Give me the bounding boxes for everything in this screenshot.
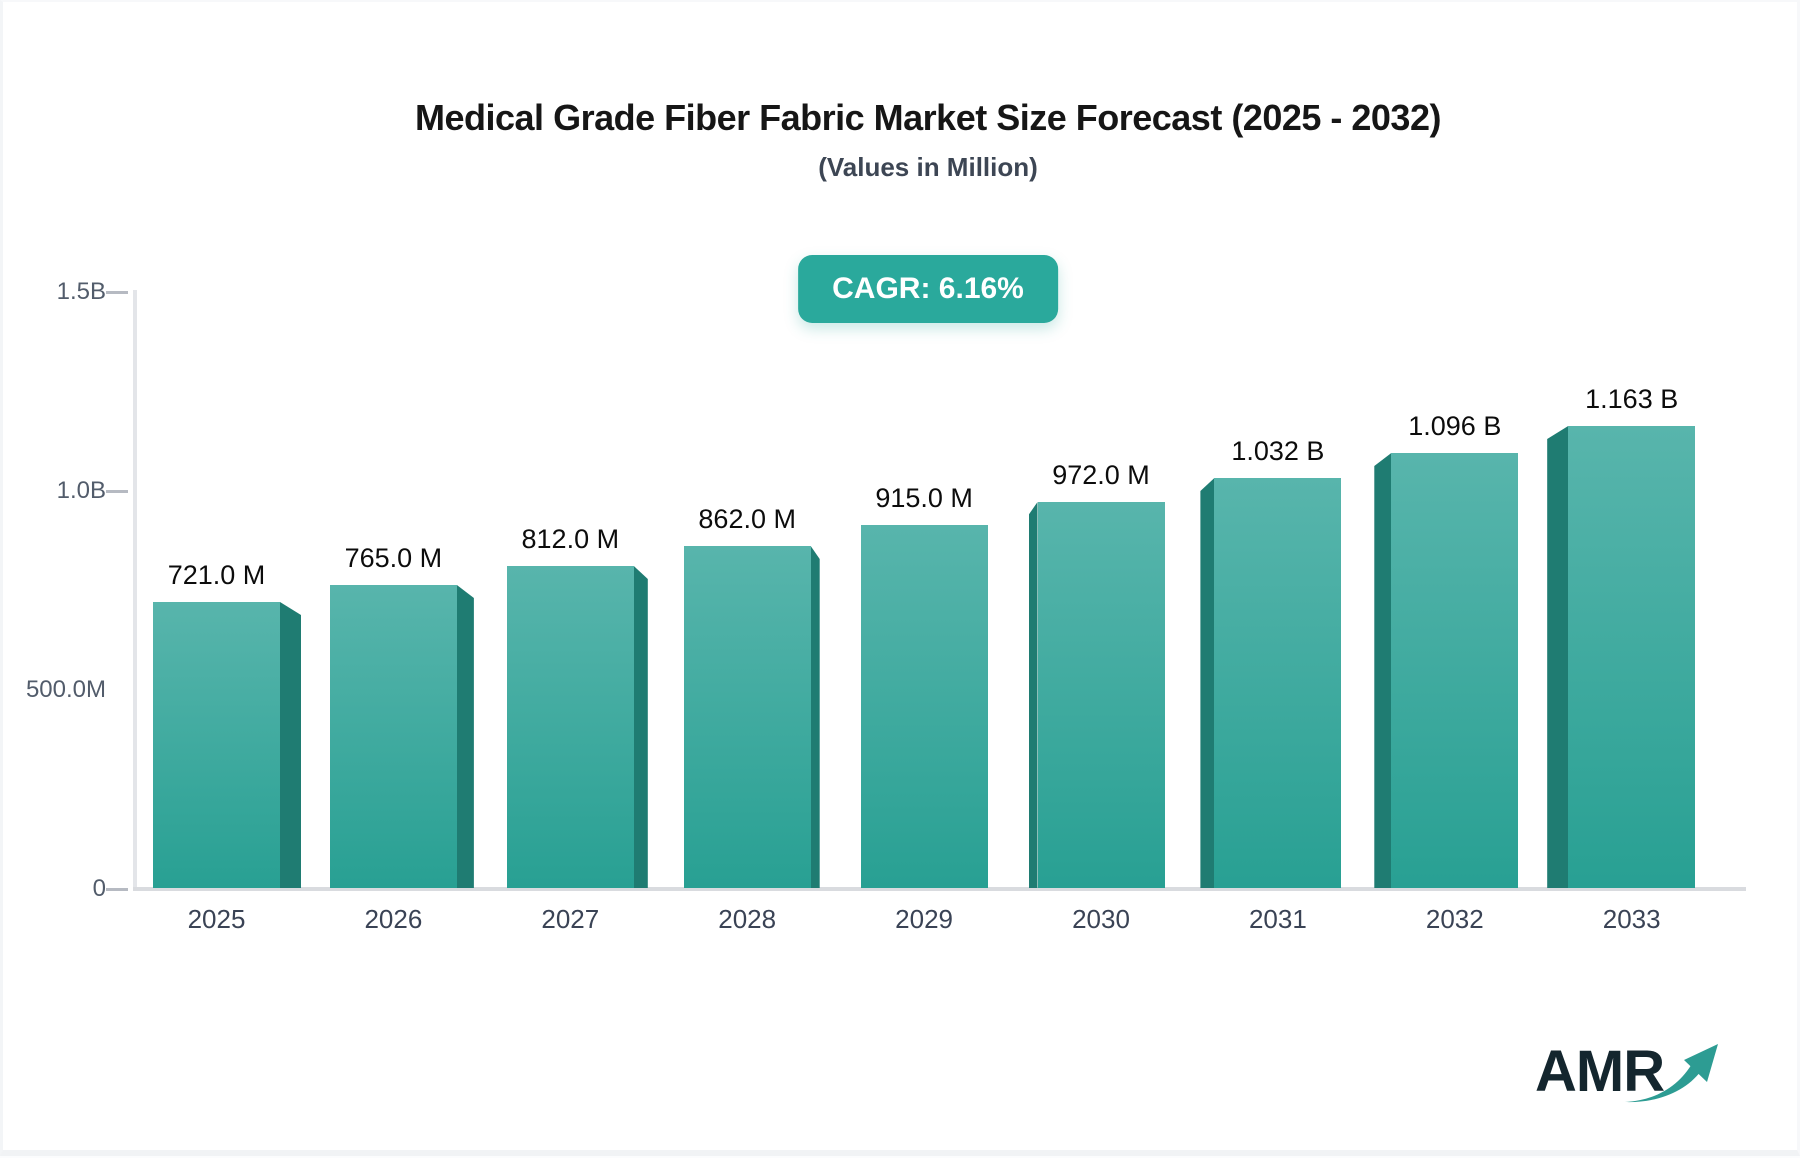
x-axis-label-2031: 2031	[1248, 904, 1307, 934]
bar-side-2031	[1200, 478, 1215, 888]
x-axis-label-2026: 2026	[364, 904, 423, 934]
chart-subtitle: (Values in Million)	[818, 152, 1038, 182]
bar-2027	[506, 566, 634, 888]
bar-value-label: 1.096 B	[1408, 411, 1502, 441]
y-axis-line	[133, 290, 137, 891]
bar-chart-plot-area: 1.5B 1.0B 500.0M 0 721.0 M 2025 765.0 M 2026 812…	[3, 2, 1800, 1158]
y-axis-tick	[106, 887, 128, 891]
x-axis-label-2028: 2028	[718, 904, 777, 934]
bar-side-2032	[1374, 453, 1392, 888]
x-axis-label-2029: 2029	[895, 904, 954, 934]
chart-title: Medical Grade Fiber Fabric Market Size F…	[415, 97, 1441, 138]
x-axis-line	[133, 887, 1746, 891]
bar-2030	[1037, 502, 1165, 888]
bar-value-label: 765.0 M	[344, 543, 443, 573]
bar-value-label: 812.0 M	[521, 524, 620, 554]
bar-2025	[153, 602, 280, 888]
bar-value-label: 972.0 M	[1052, 460, 1150, 490]
bar-value-label: 862.0 M	[698, 504, 796, 534]
bar-side-2033	[1547, 426, 1569, 888]
x-axis-label-2027: 2027	[541, 904, 600, 934]
y-axis-tick-label: 1.5B	[56, 278, 106, 305]
y-axis-tick	[106, 290, 128, 294]
x-axis-label-2030: 2030	[1072, 904, 1130, 934]
bar-side-2027	[633, 566, 648, 888]
bar-value-label: 915.0 M	[875, 483, 973, 513]
bar-2026	[329, 585, 457, 888]
bar-value-label: 1.163 B	[1585, 384, 1679, 414]
y-axis-tick	[106, 489, 128, 493]
bar-2032	[1391, 453, 1519, 888]
y-axis-tick-label: 500.0M	[25, 676, 106, 703]
bar-value-label: 1.032 B	[1231, 436, 1325, 466]
bar-side-2025	[280, 602, 301, 888]
growth-arrow-icon	[1625, 1044, 1718, 1103]
cagr-badge: CAGR: 6.16%	[798, 255, 1058, 323]
bar-value-label: 721.0 M	[167, 560, 266, 590]
bar-side-2026	[456, 585, 474, 888]
x-axis-label-2032: 2032	[1425, 904, 1484, 934]
y-axis-tick-label: 1.0B	[56, 477, 106, 504]
x-axis-label-2033: 2033	[1602, 904, 1661, 934]
bar-2031	[1214, 478, 1342, 888]
amr-logo-text: AMR	[1535, 1039, 1665, 1104]
bar-2029	[860, 525, 988, 888]
bar-side-2030	[1028, 502, 1038, 888]
y-axis-tick-label: 0	[92, 875, 106, 902]
amr-logo: AMR	[1535, 1038, 1718, 1118]
bar-side-2028	[810, 546, 820, 888]
bar-2033	[1568, 426, 1696, 888]
x-axis-label-2025: 2025	[187, 904, 246, 934]
bar-2028	[683, 546, 811, 888]
